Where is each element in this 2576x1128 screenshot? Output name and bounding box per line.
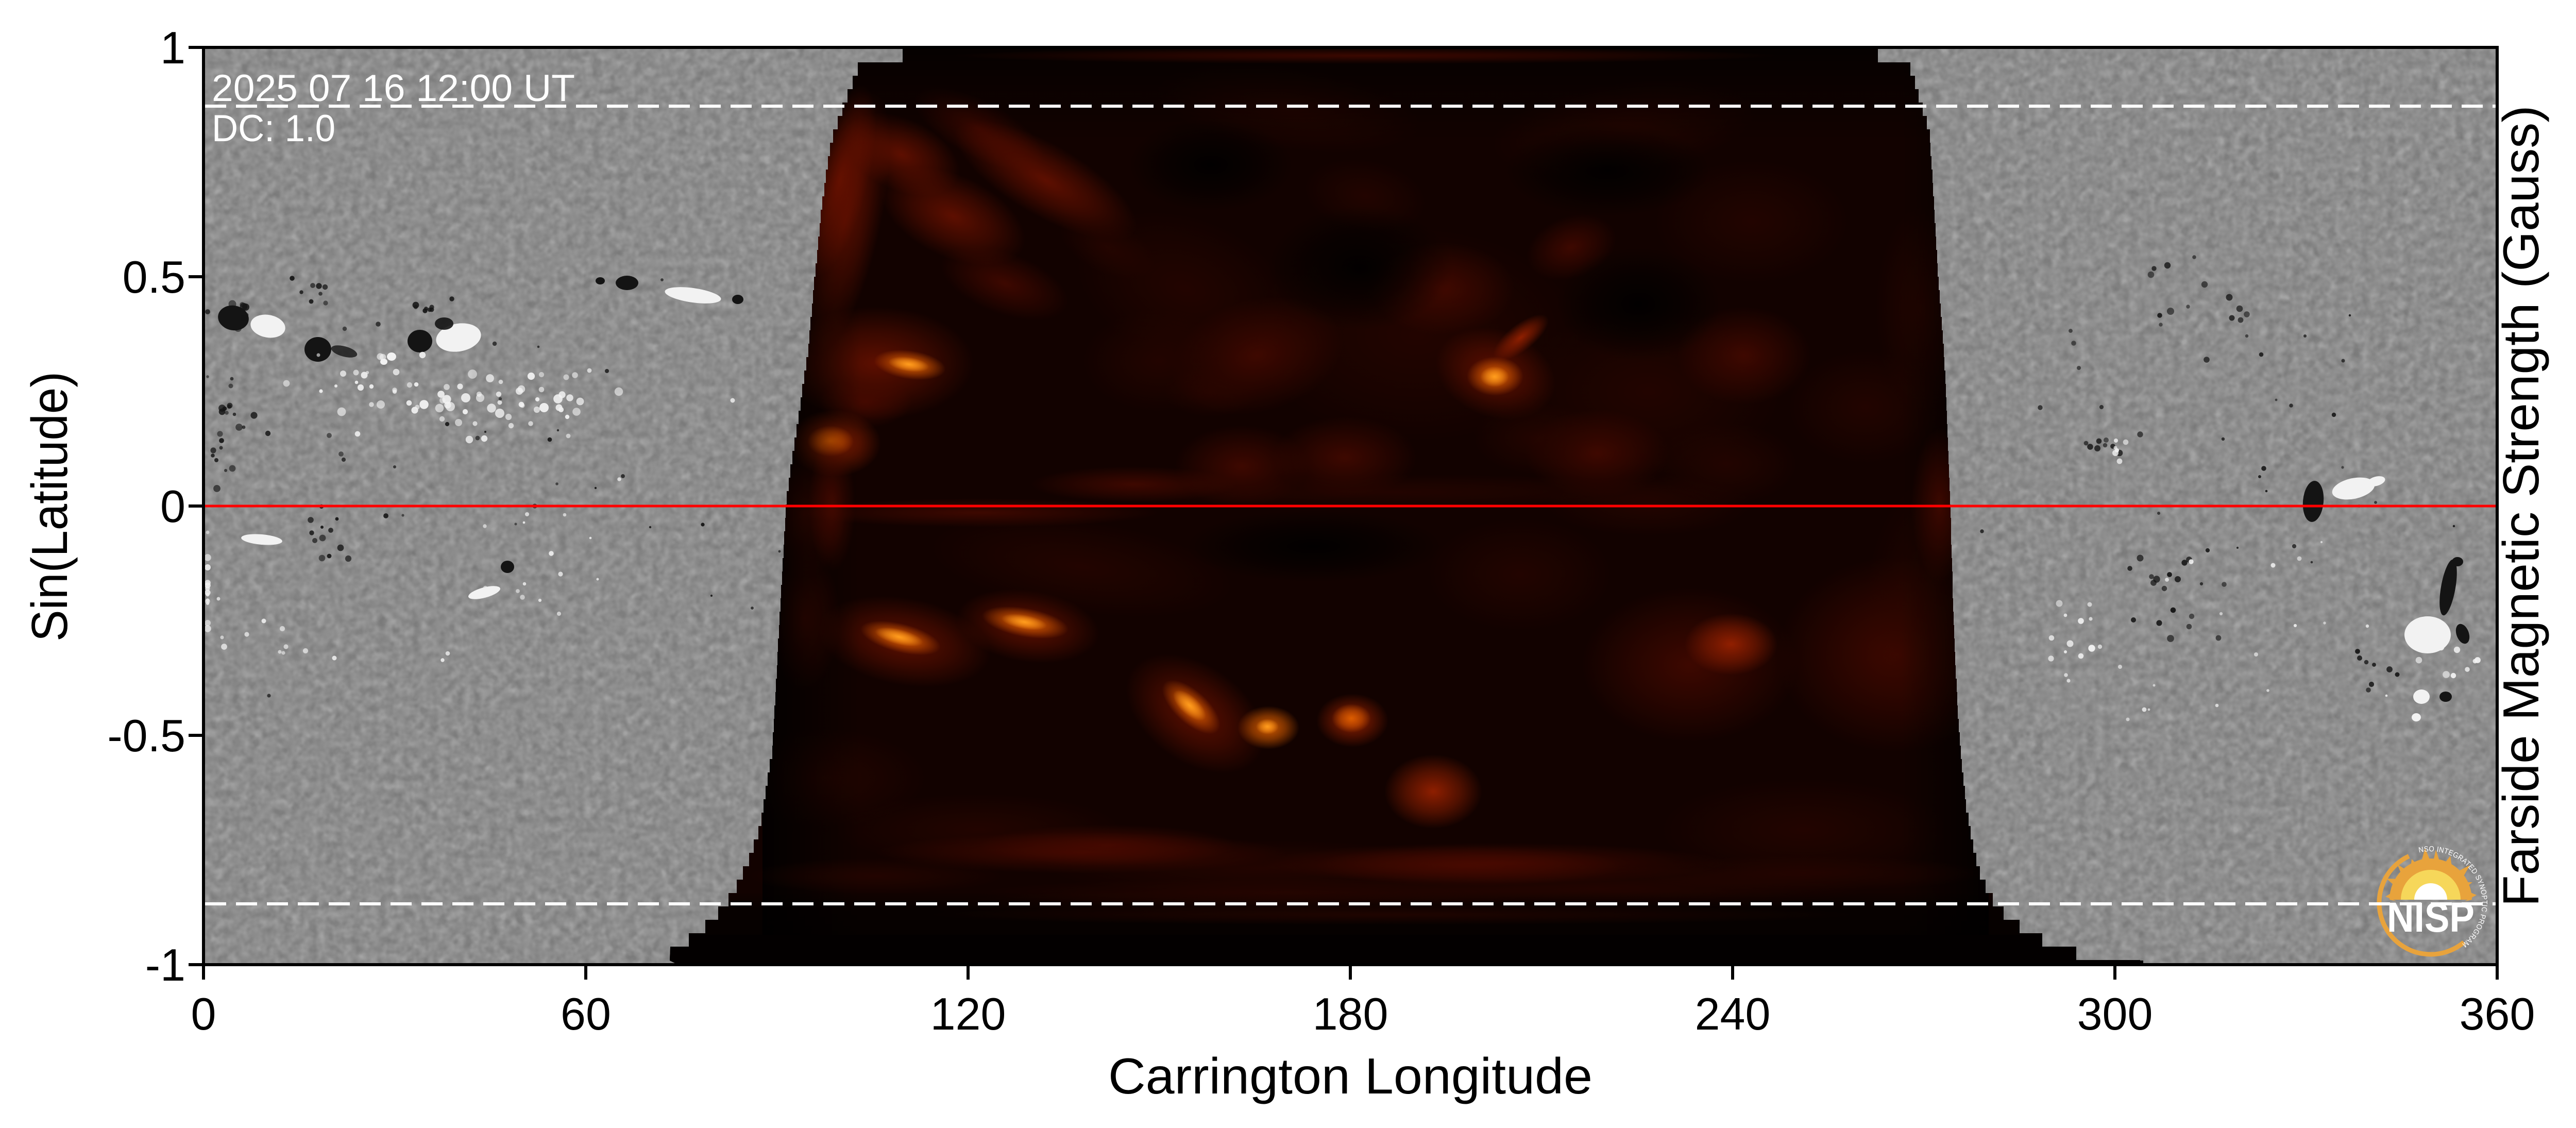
svg-text:120: 120 — [930, 988, 1006, 1039]
svg-text:180: 180 — [1313, 988, 1388, 1039]
svg-text:0: 0 — [191, 988, 216, 1039]
svg-text:DC: 1.0: DC: 1.0 — [212, 108, 335, 149]
svg-text:-0.5: -0.5 — [107, 710, 185, 761]
svg-text:Carrington Longitude: Carrington Longitude — [1108, 1048, 1592, 1104]
svg-text:NISP: NISP — [2387, 894, 2475, 941]
svg-text:300: 300 — [2077, 988, 2153, 1039]
svg-text:Sin(Latitude): Sin(Latitude) — [21, 372, 78, 642]
svg-text:240: 240 — [1695, 988, 1771, 1039]
svg-text:0.5: 0.5 — [123, 251, 185, 302]
svg-text:2025 07 16 12:00 UT: 2025 07 16 12:00 UT — [212, 68, 575, 109]
svg-text:60: 60 — [561, 988, 611, 1039]
svg-text:Farside Magnetic Strength (Gau: Farside Magnetic Strength (Gauss) — [2493, 105, 2549, 906]
svg-text:-1: -1 — [145, 939, 185, 990]
svg-text:0: 0 — [160, 481, 185, 532]
svg-text:1: 1 — [160, 22, 185, 73]
svg-text:360: 360 — [2460, 988, 2535, 1039]
